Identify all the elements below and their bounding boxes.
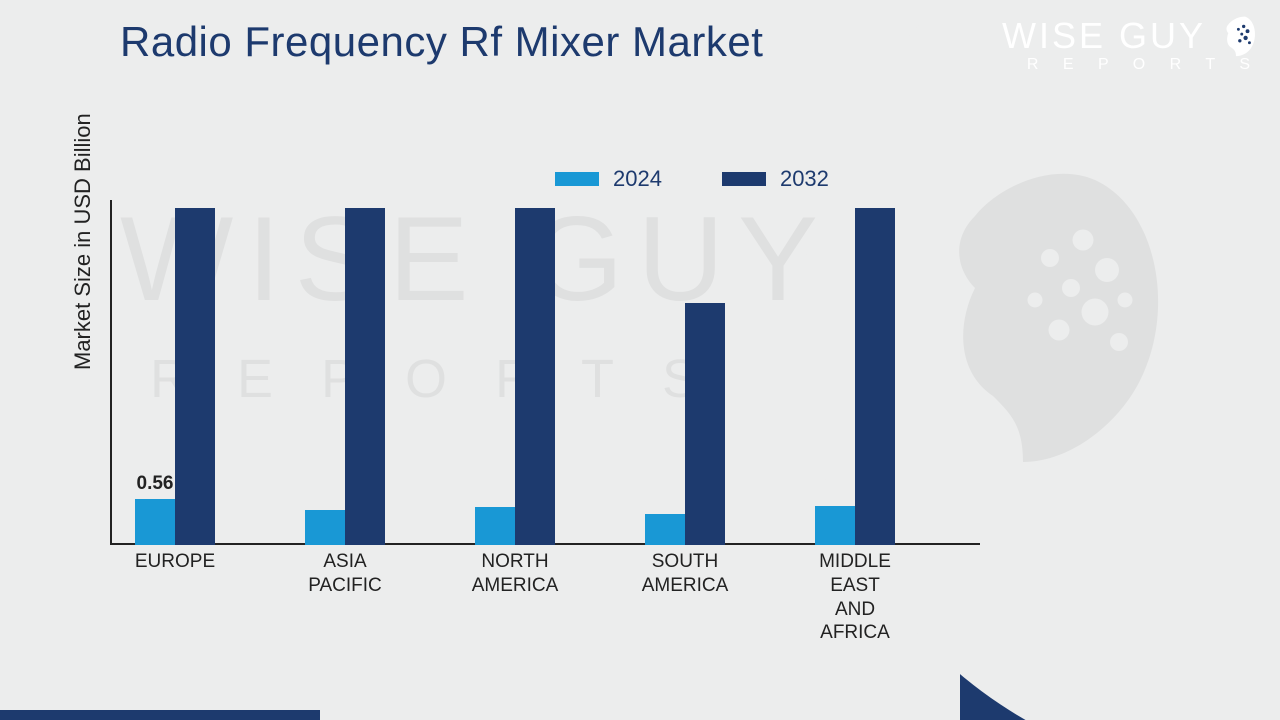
x-category-label: ASIAPACIFIC: [280, 550, 410, 598]
brand-logo-line1: WISE GUY: [1002, 15, 1206, 57]
bar-group: [645, 303, 725, 545]
bar-2032: [685, 303, 725, 545]
y-axis: [110, 200, 112, 545]
chart-title: Radio Frequency Rf Mixer Market: [120, 18, 763, 66]
bar-2032: [515, 208, 555, 545]
legend-label: 2024: [613, 166, 662, 192]
bar-group: [305, 208, 385, 545]
legend-swatch: [555, 172, 599, 186]
bar-2024: [815, 506, 855, 545]
y-axis-label: Market Size in USD Billion: [70, 113, 96, 370]
brand-logo-line2: R E P O R T S: [1002, 56, 1260, 74]
x-category-label: MIDDLEEASTANDAFRICA: [790, 550, 920, 645]
bar-group: 0.56: [135, 208, 215, 545]
bar-2032: [345, 208, 385, 545]
bar-group: [815, 208, 895, 545]
legend-item: 2032: [722, 166, 829, 192]
x-category-label: NORTHAMERICA: [450, 550, 580, 598]
legend-item: 2024: [555, 166, 662, 192]
chart-legend: 2024 2032: [555, 166, 829, 192]
x-category-label: EUROPE: [110, 550, 240, 574]
bar-2032: [855, 208, 895, 545]
x-category-label: SOUTHAMERICA: [620, 550, 750, 598]
legend-swatch: [722, 172, 766, 186]
bar-value-label: 0.56: [137, 473, 174, 495]
chart-stage: Radio Frequency Rf Mixer Market WISE GUY…: [0, 0, 1280, 720]
bottom-accent-bar: [0, 710, 320, 720]
head-icon: [1212, 12, 1260, 60]
plot-area: 0.56EUROPEASIAPACIFICNORTHAMERICASOUTHAM…: [110, 200, 980, 545]
bar-2024: [645, 514, 685, 545]
bar-2032: [175, 208, 215, 545]
bar-2024: [305, 510, 345, 545]
legend-label: 2032: [780, 166, 829, 192]
bar-2024: 0.56: [135, 499, 175, 545]
bar-group: [475, 208, 555, 545]
brand-logo: WISE GUY R E P O R T S: [1002, 12, 1260, 74]
bar-2024: [475, 507, 515, 545]
